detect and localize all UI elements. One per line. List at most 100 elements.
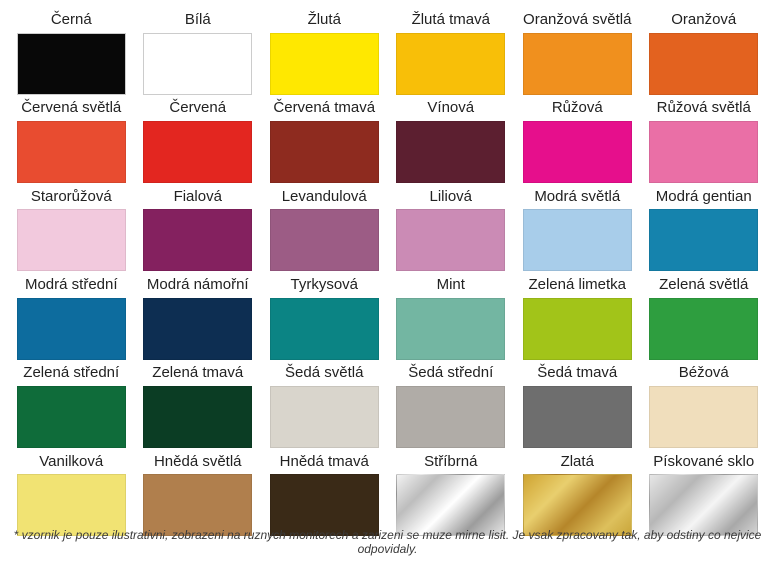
swatch-label-27: Šedá střední bbox=[408, 365, 493, 382]
swatch-label-26: Šedá světlá bbox=[285, 365, 363, 382]
swatch-cell-25[interactable]: Zelená tmavá bbox=[139, 363, 258, 451]
swatch-color-0[interactable] bbox=[17, 33, 126, 95]
swatch-label-25: Zelená tmavá bbox=[152, 365, 243, 382]
swatch-cell-32[interactable]: Hnědá tmavá bbox=[265, 452, 384, 540]
swatch-color-21[interactable] bbox=[396, 298, 505, 360]
swatch-cell-8[interactable]: Červená tmavá bbox=[265, 98, 384, 186]
swatch-cell-6[interactable]: Červená světlá bbox=[12, 98, 131, 186]
swatch-cell-10[interactable]: Růžová bbox=[518, 98, 637, 186]
swatch-cell-17[interactable]: Modrá gentian bbox=[645, 187, 764, 275]
swatch-cell-13[interactable]: Fialová bbox=[139, 187, 258, 275]
swatch-cell-23[interactable]: Zelená světlá bbox=[645, 275, 764, 363]
swatch-color-11[interactable] bbox=[649, 121, 758, 183]
swatch-cell-29[interactable]: Béžová bbox=[645, 363, 764, 451]
swatch-cell-7[interactable]: Červená bbox=[139, 98, 258, 186]
swatch-color-19[interactable] bbox=[143, 298, 252, 360]
swatch-cell-15[interactable]: Liliová bbox=[392, 187, 511, 275]
swatch-label-19: Modrá námořní bbox=[147, 277, 249, 294]
swatch-color-18[interactable] bbox=[17, 298, 126, 360]
swatch-label-0: Černá bbox=[51, 12, 92, 29]
swatch-color-7[interactable] bbox=[143, 121, 252, 183]
swatch-color-9[interactable] bbox=[396, 121, 505, 183]
swatch-color-33[interactable] bbox=[396, 474, 505, 536]
swatch-color-20[interactable] bbox=[270, 298, 379, 360]
swatch-color-34[interactable] bbox=[523, 474, 632, 536]
swatch-cell-0[interactable]: Černá bbox=[12, 10, 131, 98]
swatch-cell-9[interactable]: Vínová bbox=[392, 98, 511, 186]
swatch-cell-31[interactable]: Hnědá světlá bbox=[139, 452, 258, 540]
swatch-color-4[interactable] bbox=[523, 33, 632, 95]
swatch-color-5[interactable] bbox=[649, 33, 758, 95]
swatch-color-16[interactable] bbox=[523, 209, 632, 271]
swatch-color-24[interactable] bbox=[17, 386, 126, 448]
swatch-color-29[interactable] bbox=[649, 386, 758, 448]
swatch-color-8[interactable] bbox=[270, 121, 379, 183]
swatch-color-6[interactable] bbox=[17, 121, 126, 183]
swatch-label-2: Žlutá bbox=[308, 12, 341, 29]
swatch-label-23: Zelená světlá bbox=[659, 277, 748, 294]
swatch-label-6: Červená světlá bbox=[21, 100, 121, 117]
swatch-cell-16[interactable]: Modrá světlá bbox=[518, 187, 637, 275]
swatch-label-9: Vínová bbox=[427, 100, 474, 117]
swatch-label-18: Modrá střední bbox=[25, 277, 118, 294]
swatch-color-3[interactable] bbox=[396, 33, 505, 95]
swatch-label-33: Stříbrná bbox=[424, 454, 477, 471]
swatch-color-10[interactable] bbox=[523, 121, 632, 183]
swatch-color-26[interactable] bbox=[270, 386, 379, 448]
swatch-label-22: Zelená limetka bbox=[528, 277, 626, 294]
swatch-label-12: Starorůžová bbox=[31, 189, 112, 206]
footnote-text: * vzornik je pouze ilustrativni, zobraze… bbox=[12, 528, 763, 556]
swatch-color-1[interactable] bbox=[143, 33, 252, 95]
swatch-label-20: Tyrkysová bbox=[290, 277, 358, 294]
swatch-label-30: Vanilková bbox=[39, 454, 103, 471]
swatch-grid: Černá Bílá Žlutá Žlutá tmavá Oranžová světlá… bbox=[12, 10, 763, 540]
swatch-color-12[interactable] bbox=[17, 209, 126, 271]
swatch-cell-14[interactable]: Levandulová bbox=[265, 187, 384, 275]
swatch-color-32[interactable] bbox=[270, 474, 379, 536]
swatch-cell-12[interactable]: Starorůžová bbox=[12, 187, 131, 275]
swatch-label-29: Béžová bbox=[679, 365, 729, 382]
swatch-cell-20[interactable]: Tyrkysová bbox=[265, 275, 384, 363]
swatch-color-30[interactable] bbox=[17, 474, 126, 536]
swatch-color-27[interactable] bbox=[396, 386, 505, 448]
swatch-label-24: Zelená střední bbox=[23, 365, 119, 382]
swatch-label-13: Fialová bbox=[174, 189, 222, 206]
swatch-cell-34[interactable]: Zlatá bbox=[518, 452, 637, 540]
swatch-label-28: Šedá tmavá bbox=[537, 365, 617, 382]
swatch-cell-5[interactable]: Oranžová bbox=[645, 10, 764, 98]
swatch-cell-22[interactable]: Zelená limetka bbox=[518, 275, 637, 363]
swatch-color-17[interactable] bbox=[649, 209, 758, 271]
swatch-cell-3[interactable]: Žlutá tmavá bbox=[392, 10, 511, 98]
swatch-cell-11[interactable]: Růžová světlá bbox=[645, 98, 764, 186]
swatch-color-15[interactable] bbox=[396, 209, 505, 271]
swatch-color-35[interactable] bbox=[649, 474, 758, 536]
swatch-cell-30[interactable]: Vanilková bbox=[12, 452, 131, 540]
swatch-label-4: Oranžová světlá bbox=[523, 12, 631, 29]
swatch-cell-24[interactable]: Zelená střední bbox=[12, 363, 131, 451]
swatch-cell-19[interactable]: Modrá námořní bbox=[139, 275, 258, 363]
swatch-cell-26[interactable]: Šedá světlá bbox=[265, 363, 384, 451]
swatch-color-28[interactable] bbox=[523, 386, 632, 448]
swatch-cell-1[interactable]: Bílá bbox=[139, 10, 258, 98]
swatch-cell-18[interactable]: Modrá střední bbox=[12, 275, 131, 363]
swatch-color-13[interactable] bbox=[143, 209, 252, 271]
swatch-label-17: Modrá gentian bbox=[656, 189, 752, 206]
swatch-label-1: Bílá bbox=[185, 12, 211, 29]
swatch-cell-28[interactable]: Šedá tmavá bbox=[518, 363, 637, 451]
swatch-label-7: Červená bbox=[169, 100, 226, 117]
swatch-color-14[interactable] bbox=[270, 209, 379, 271]
color-swatch-sheet: Černá Bílá Žlutá Žlutá tmavá Oranžová světlá… bbox=[0, 0, 775, 564]
swatch-cell-33[interactable]: Stříbrná bbox=[392, 452, 511, 540]
swatch-color-31[interactable] bbox=[143, 474, 252, 536]
swatch-cell-21[interactable]: Mint bbox=[392, 275, 511, 363]
swatch-color-25[interactable] bbox=[143, 386, 252, 448]
swatch-label-3: Žlutá tmavá bbox=[412, 12, 490, 29]
swatch-cell-35[interactable]: Pískované sklo bbox=[645, 452, 764, 540]
swatch-cell-4[interactable]: Oranžová světlá bbox=[518, 10, 637, 98]
swatch-color-2[interactable] bbox=[270, 33, 379, 95]
swatch-color-23[interactable] bbox=[649, 298, 758, 360]
swatch-label-14: Levandulová bbox=[282, 189, 367, 206]
swatch-cell-27[interactable]: Šedá střední bbox=[392, 363, 511, 451]
swatch-color-22[interactable] bbox=[523, 298, 632, 360]
swatch-cell-2[interactable]: Žlutá bbox=[265, 10, 384, 98]
